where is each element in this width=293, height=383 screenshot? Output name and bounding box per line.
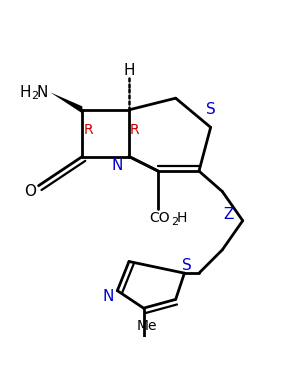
Text: H: H	[177, 211, 188, 225]
Text: N: N	[36, 85, 48, 100]
Text: Z: Z	[223, 207, 233, 222]
Text: Me: Me	[136, 319, 157, 333]
Text: N: N	[103, 289, 114, 304]
Text: S: S	[206, 102, 216, 117]
Text: H: H	[20, 85, 31, 100]
Text: R: R	[84, 123, 93, 137]
Text: N: N	[112, 158, 123, 173]
Text: H: H	[123, 63, 135, 78]
Text: R: R	[130, 123, 140, 137]
Text: CO: CO	[149, 211, 170, 225]
Text: 2: 2	[31, 91, 38, 101]
Polygon shape	[50, 92, 82, 113]
Text: O: O	[24, 184, 36, 199]
Text: S: S	[183, 259, 192, 273]
Text: 2: 2	[171, 216, 178, 226]
